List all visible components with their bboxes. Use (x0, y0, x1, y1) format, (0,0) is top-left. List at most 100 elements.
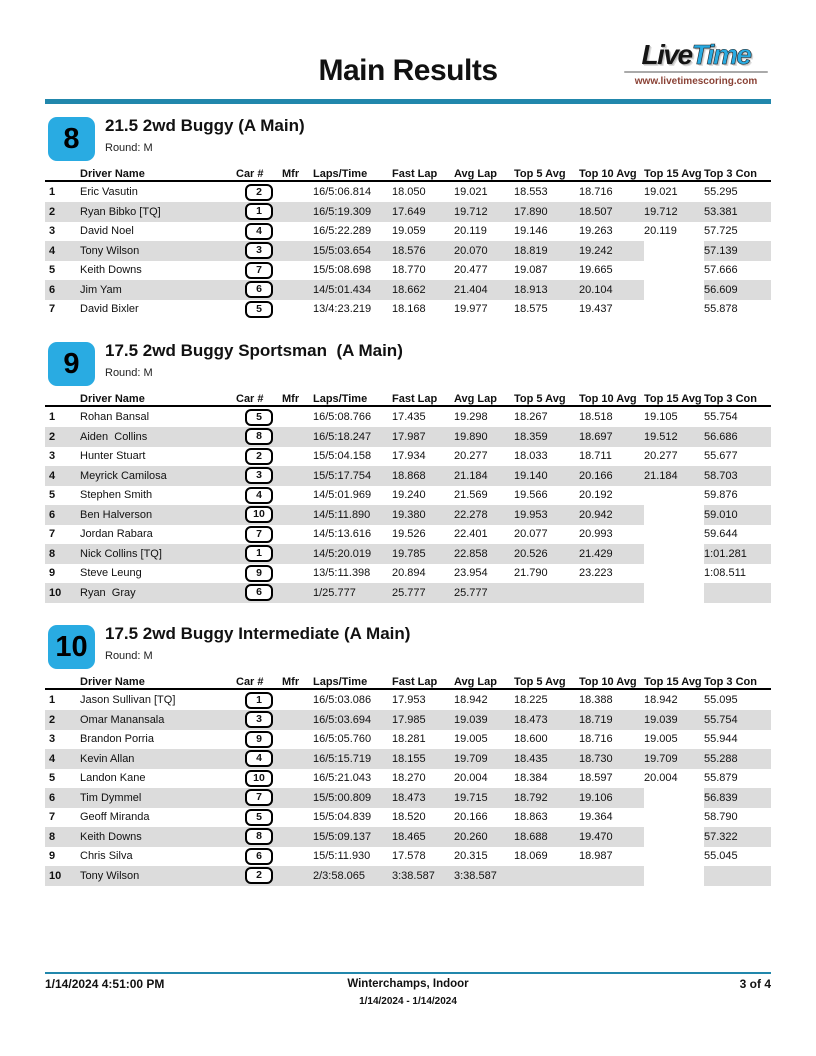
cell-avg-lap: 20.004 (454, 772, 488, 785)
car-number-badge: 6 (245, 281, 273, 299)
cell-top3-con: 1:01.281 (704, 547, 747, 560)
car-number-badge: 4 (245, 486, 273, 504)
table-row: 5 Landon Kane 10 16/5:21.043 18.270 20.004 18.… (45, 769, 771, 789)
cell-position: 4 (49, 244, 56, 257)
cell-fast-lap: 19.240 (392, 489, 426, 502)
cell-car-number: 4 (236, 222, 282, 240)
cell-top5-avg: 19.953 (514, 508, 548, 521)
cell-avg-lap: 20.477 (454, 264, 488, 277)
table-row: 4 Kevin Allan 4 16/5:15.719 18.155 19.709 18.4… (45, 749, 771, 769)
cell-car-number: 1 (236, 545, 282, 563)
cell-top10-avg: 18.697 (579, 430, 613, 443)
cell-car-number: 1 (236, 203, 282, 221)
cell-top10-avg: 20.166 (579, 469, 613, 482)
cell-top5-avg: 19.140 (514, 469, 548, 482)
footer-divider-rule (45, 972, 771, 974)
column-header-0: Driver Name (80, 676, 145, 688)
column-header-0: Driver Name (80, 168, 145, 180)
cell-top10-avg: 18.719 (579, 713, 613, 726)
cell-top15-avg (644, 866, 704, 886)
cell-position: 1 (49, 694, 56, 707)
cell-driver-name: Ryan Bibko [TQ] (80, 205, 161, 218)
race-section: 9 17.5 2wd Buggy Sportsman (A Main) Round:… (45, 340, 771, 603)
cell-position: 8 (49, 547, 56, 560)
table-row: 2 Omar Manansala 3 16/5:03.694 17.985 19.039 1… (45, 710, 771, 730)
cell-driver-name: Ben Halverson (80, 508, 153, 521)
cell-top15-avg (644, 544, 704, 564)
car-number-badge: 7 (245, 525, 273, 543)
cell-car-number: 4 (236, 486, 282, 504)
cell-avg-lap: 19.005 (454, 733, 488, 746)
column-header-4: Fast Lap (392, 676, 438, 688)
cell-fast-lap: 3:38.587 (392, 869, 435, 882)
cell-top15-avg: 19.709 (644, 752, 678, 765)
cell-top5-avg: 18.033 (514, 450, 548, 463)
cell-driver-name: Jason Sullivan [TQ] (80, 694, 176, 707)
table-row: 10 Ryan Gray 6 1/25.777 25.777 25.777 (45, 583, 771, 603)
cell-top10-avg: 19.470 (579, 830, 613, 843)
cell-fast-lap: 19.380 (392, 508, 426, 521)
car-number-badge: 4 (245, 750, 273, 768)
cell-car-number: 9 (236, 730, 282, 748)
cell-laps-time: 16/5:22.289 (313, 225, 372, 238)
cell-laps-time: 15/5:09.137 (313, 830, 372, 843)
car-number-badge: 1 (245, 691, 273, 709)
cell-top5-avg: 18.225 (514, 694, 548, 707)
cell-driver-name: Landon Kane (80, 772, 146, 785)
cell-laps-time: 16/5:06.814 (313, 186, 372, 199)
table-row: 2 Aiden Collins 8 16/5:18.247 17.987 19.890 18… (45, 427, 771, 447)
cell-fast-lap: 18.270 (392, 772, 426, 785)
cell-top15-avg (644, 583, 704, 603)
cell-top10-avg: 19.106 (579, 791, 613, 804)
cell-fast-lap: 18.050 (392, 186, 426, 199)
cell-driver-name: Jordan Rabara (80, 528, 153, 541)
column-header-5: Avg Lap (454, 676, 497, 688)
cell-driver-name: David Bixler (80, 303, 139, 316)
cell-fast-lap: 19.059 (392, 225, 426, 238)
cell-position: 1 (49, 411, 56, 424)
cell-car-number: 7 (236, 261, 282, 279)
cell-laps-time: 14/5:01.434 (313, 283, 372, 296)
car-number-badge: 6 (245, 584, 273, 602)
column-header-row: Driver Name Car # Mfr Laps/Time Fast Lap Avg … (45, 389, 771, 407)
cell-position: 7 (49, 811, 56, 824)
column-header-1: Car # (236, 168, 264, 180)
cell-top5-avg: 18.435 (514, 752, 548, 765)
cell-top15-avg (644, 280, 704, 300)
cell-driver-name: Keith Downs (80, 264, 142, 277)
cell-position: 7 (49, 528, 56, 541)
cell-laps-time: 15/5:00.809 (313, 791, 372, 804)
cell-top3-con: 58.703 (704, 469, 738, 482)
cell-laps-time: 16/5:15.719 (313, 752, 372, 765)
cell-avg-lap: 19.039 (454, 713, 488, 726)
car-number-badge: 3 (245, 467, 273, 485)
car-number-badge: 4 (245, 222, 273, 240)
cell-fast-lap: 18.868 (392, 469, 426, 482)
cell-top3-con: 55.677 (704, 450, 738, 463)
cell-top3-con: 55.878 (704, 303, 738, 316)
cell-top3-con: 55.095 (704, 694, 738, 707)
cell-car-number: 8 (236, 828, 282, 846)
cell-top10-avg: 18.507 (579, 205, 613, 218)
cell-top15-avg: 20.277 (644, 450, 678, 463)
cell-top5-avg: 18.819 (514, 244, 548, 257)
cell-driver-name: Keith Downs (80, 830, 142, 843)
cell-position: 2 (49, 205, 56, 218)
cell-top15-avg: 20.119 (644, 225, 677, 238)
cell-driver-name: David Noel (80, 225, 134, 238)
cell-position: 10 (49, 586, 62, 599)
cell-driver-name: Brandon Porria (80, 733, 154, 746)
cell-driver-name: Stephen Smith (80, 489, 153, 502)
cell-avg-lap: 23.954 (454, 567, 488, 580)
cell-top3-con: 56.609 (704, 283, 738, 296)
cell-top10-avg: 19.665 (579, 264, 613, 277)
cell-top15-avg: 18.942 (644, 694, 678, 707)
cell-fast-lap: 20.894 (392, 567, 426, 580)
cell-car-number: 6 (236, 281, 282, 299)
cell-top3-con: 55.754 (704, 713, 738, 726)
cell-laps-time: 13/5:11.398 (313, 567, 371, 580)
cell-position: 5 (49, 489, 56, 502)
cell-top5-avg: 18.267 (514, 411, 548, 424)
cell-fast-lap: 18.473 (392, 791, 426, 804)
cell-top5-avg: 17.890 (514, 205, 548, 218)
